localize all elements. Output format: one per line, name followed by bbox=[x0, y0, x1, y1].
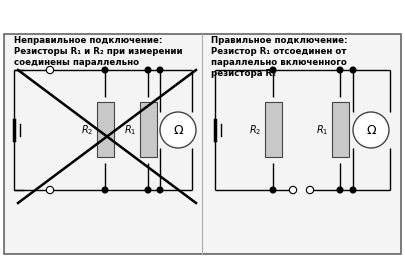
Text: $R_2$: $R_2$ bbox=[249, 123, 261, 137]
Circle shape bbox=[306, 186, 313, 194]
Bar bbox=[140, 102, 157, 157]
Text: $R_2$: $R_2$ bbox=[81, 123, 93, 137]
Text: $R_1$: $R_1$ bbox=[124, 123, 136, 137]
Bar bbox=[97, 102, 114, 157]
Text: Ω: Ω bbox=[366, 124, 376, 136]
Circle shape bbox=[145, 187, 151, 193]
Circle shape bbox=[353, 112, 389, 148]
Circle shape bbox=[102, 67, 108, 73]
Text: $R_1$: $R_1$ bbox=[315, 123, 328, 137]
Circle shape bbox=[102, 187, 108, 193]
Circle shape bbox=[157, 187, 163, 193]
Circle shape bbox=[46, 66, 53, 74]
Circle shape bbox=[157, 67, 163, 73]
Text: Неправильное подключение:
Резисторы R₁ и R₂ при измерении
соединены параллельно: Неправильное подключение: Резисторы R₁ и… bbox=[14, 36, 183, 67]
Circle shape bbox=[160, 112, 196, 148]
Circle shape bbox=[270, 67, 276, 73]
Circle shape bbox=[46, 186, 53, 194]
Bar bbox=[4, 34, 401, 254]
Circle shape bbox=[337, 67, 343, 73]
Circle shape bbox=[270, 187, 276, 193]
Bar bbox=[332, 102, 349, 157]
Circle shape bbox=[337, 187, 343, 193]
Bar bbox=[265, 102, 282, 157]
Text: Правильное подключение:
Резистор R₁ отсоединен от
параллельно включенного
резист: Правильное подключение: Резистор R₁ отсо… bbox=[211, 36, 347, 78]
Circle shape bbox=[350, 187, 356, 193]
Circle shape bbox=[289, 186, 296, 194]
Text: Ω: Ω bbox=[173, 124, 183, 136]
Circle shape bbox=[350, 67, 356, 73]
Circle shape bbox=[145, 67, 151, 73]
